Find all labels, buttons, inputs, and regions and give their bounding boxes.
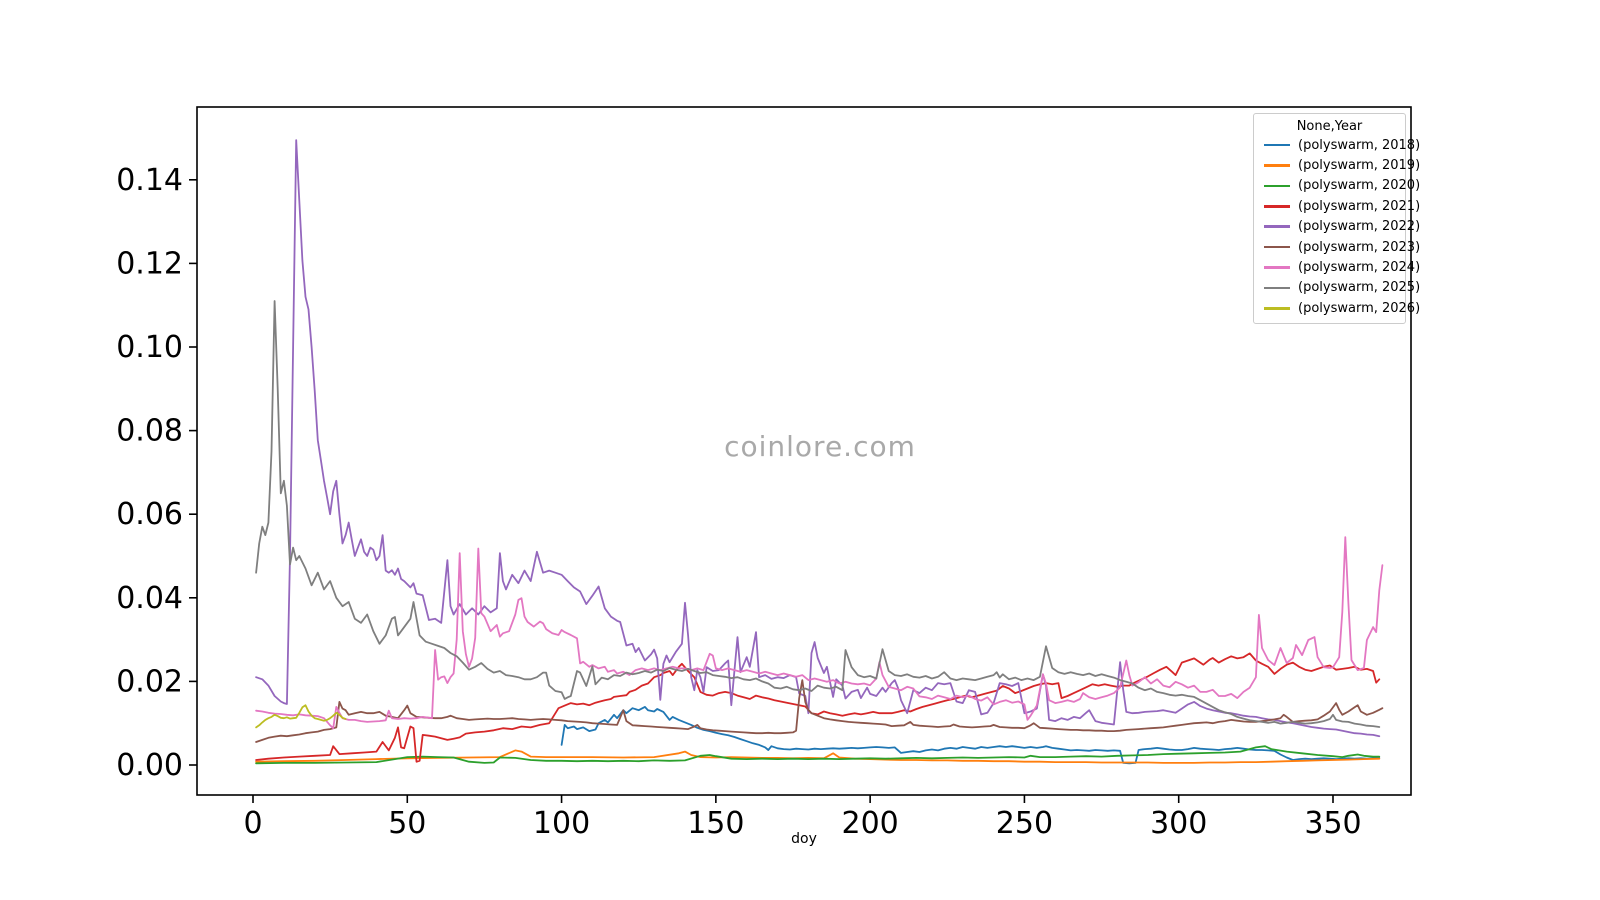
legend-entry-2019: (polyswarm, 2019) — [1254, 155, 1420, 175]
y-tick-label: 0.14 — [116, 163, 183, 198]
legend-line-swatch — [1264, 225, 1290, 229]
legend-entry-2020: (polyswarm, 2020) — [1254, 176, 1420, 196]
legend: None,Year (polyswarm, 2018) (polyswarm, 2… — [1253, 113, 1420, 324]
legend-line-swatch — [1264, 307, 1290, 310]
x-tick-label: 350 — [1304, 806, 1361, 841]
legend-title: None,Year — [1296, 119, 1363, 134]
x-tick-label: 300 — [1150, 806, 1207, 841]
legend-label: (polyswarm, 2022) — [1298, 219, 1421, 235]
legend-label: (polyswarm, 2026) — [1298, 300, 1421, 316]
series-line-2026 — [255, 704, 347, 729]
y-tick-label: 0.12 — [116, 246, 183, 281]
series-line-2021 — [255, 652, 1381, 763]
legend-line-swatch — [1264, 245, 1290, 249]
x-tick-label: 150 — [687, 806, 744, 841]
legend-line-swatch — [1264, 184, 1290, 188]
y-tick-label: 0.02 — [116, 664, 183, 699]
legend-entry-2022: (polyswarm, 2022) — [1254, 217, 1420, 237]
plot-border — [196, 106, 1412, 796]
y-tick-label: 0.08 — [116, 414, 183, 449]
x-axis-label: doy — [791, 831, 817, 847]
legend-entry-2026: (polyswarm, 2026) — [1254, 298, 1420, 318]
legend-label: (polyswarm, 2023) — [1298, 239, 1421, 255]
series-line-2020 — [255, 745, 1381, 765]
legend-line-swatch — [1264, 286, 1290, 290]
legend-entry-2021: (polyswarm, 2021) — [1254, 196, 1420, 216]
legend-label: (polyswarm, 2025) — [1298, 280, 1421, 296]
y-tick-label: 0.06 — [116, 497, 183, 532]
legend-label: (polyswarm, 2021) — [1298, 198, 1421, 214]
series-line-2025 — [255, 300, 1381, 728]
legend-line-swatch — [1264, 266, 1290, 269]
x-tick-label: 0 — [243, 806, 262, 841]
legend-entries: (polyswarm, 2018) (polyswarm, 2019) (polys… — [1254, 135, 1420, 319]
legend-label: (polyswarm, 2019) — [1298, 158, 1421, 174]
y-tick-label: 0.00 — [116, 748, 183, 783]
legend-entry-2025: (polyswarm, 2025) — [1254, 278, 1420, 298]
y-tick-label: 0.10 — [116, 330, 183, 365]
watermark: coinlore.com — [724, 430, 916, 463]
legend-entry-2023: (polyswarm, 2023) — [1254, 237, 1420, 257]
legend-label: (polyswarm, 2020) — [1298, 178, 1421, 194]
x-tick-label: 50 — [388, 806, 426, 841]
legend-line-swatch — [1264, 164, 1290, 167]
series-line-2023 — [255, 679, 1384, 743]
x-tick-label: 250 — [996, 806, 1053, 841]
series-line-2022 — [255, 139, 1381, 738]
y-tick-label: 0.04 — [116, 581, 183, 616]
legend-label: (polyswarm, 2024) — [1298, 260, 1421, 276]
series-line-2024 — [255, 536, 1384, 730]
x-tick-label: 200 — [842, 806, 899, 841]
legend-label: (polyswarm, 2018) — [1298, 137, 1421, 153]
legend-line-swatch — [1264, 143, 1290, 147]
series-line-2018 — [560, 706, 1381, 765]
legend-entry-2024: (polyswarm, 2024) — [1254, 257, 1420, 277]
legend-line-swatch — [1264, 205, 1290, 208]
legend-entry-2018: (polyswarm, 2018) — [1254, 135, 1420, 155]
x-tick-label: 100 — [533, 806, 590, 841]
